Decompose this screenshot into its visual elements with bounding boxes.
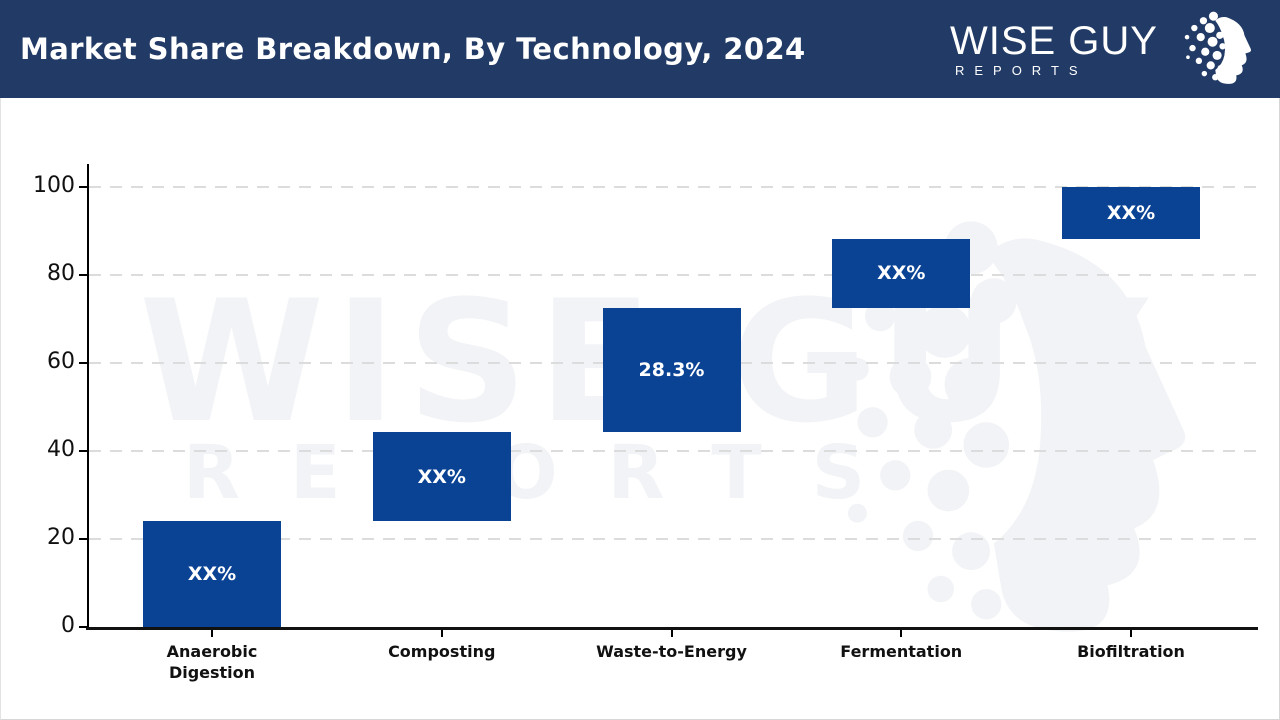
header: Market Share Breakdown, By Technology, 2… xyxy=(0,0,1280,98)
bar-value-label: 28.3% xyxy=(638,358,705,381)
bar-0: XX% xyxy=(143,521,281,627)
y-tick-60 xyxy=(79,362,87,364)
y-tick-40 xyxy=(79,450,87,452)
bar-value-label: XX% xyxy=(1106,201,1156,224)
gridline-20 xyxy=(89,538,1257,540)
brand-name: WISE GUY xyxy=(949,19,1158,63)
bar-3: XX% xyxy=(832,238,971,308)
gridline-80 xyxy=(89,274,1257,276)
page-title: Market Share Breakdown, By Technology, 2… xyxy=(20,32,806,66)
brand-subname: REPORTS xyxy=(954,63,1088,78)
x-tick-4 xyxy=(1130,630,1132,637)
x-tick-3 xyxy=(900,630,903,637)
x-tick-label-0: Anaerobic Digestion xyxy=(166,642,258,682)
y-tick-0 xyxy=(79,626,87,628)
y-tick-20 xyxy=(79,538,87,540)
x-tick-label-3: Fermentation xyxy=(840,642,963,661)
chart-area: WISE GUY REPORTS 020406080100XX%Anaerobi… xyxy=(0,98,1280,720)
brand-logo: WISE GUY REPORTS xyxy=(950,8,1254,90)
dotted-head-logo-icon xyxy=(1184,11,1252,84)
brand-logo-text: WISE GUY REPORTS xyxy=(950,21,1158,77)
y-tick-label-40: 40 xyxy=(47,437,75,462)
y-tick-label-60: 60 xyxy=(47,349,75,374)
bar-value-label: XX% xyxy=(877,262,926,285)
x-axis-line xyxy=(86,627,1258,630)
x-tick-2 xyxy=(670,630,673,637)
bar-1: XX% xyxy=(372,432,511,522)
y-tick-label-100: 100 xyxy=(33,173,75,198)
y-tick-label-20: 20 xyxy=(47,525,75,550)
gridline-40 xyxy=(89,450,1257,452)
y-axis-line xyxy=(87,164,89,630)
bar-value-label: XX% xyxy=(187,563,237,586)
watermark-head-icon xyxy=(846,221,1186,632)
x-tick-1 xyxy=(440,630,443,637)
y-tick-label-0: 0 xyxy=(61,613,75,638)
gridline-100 xyxy=(89,186,1257,188)
x-tick-label-1: Composting xyxy=(388,642,496,661)
x-tick-0 xyxy=(211,630,213,637)
x-tick-label-4: Biofiltration xyxy=(1077,642,1185,661)
bar-value-label: XX% xyxy=(417,465,466,488)
x-tick-label-2: Waste-to-Energy xyxy=(596,642,747,661)
y-tick-80 xyxy=(79,274,87,276)
bar-2: 28.3% xyxy=(602,307,741,433)
y-tick-label-80: 80 xyxy=(47,261,75,286)
bar-4: XX% xyxy=(1062,187,1200,239)
y-tick-100 xyxy=(79,186,87,188)
watermark-text-2: REPORTS xyxy=(183,430,916,516)
